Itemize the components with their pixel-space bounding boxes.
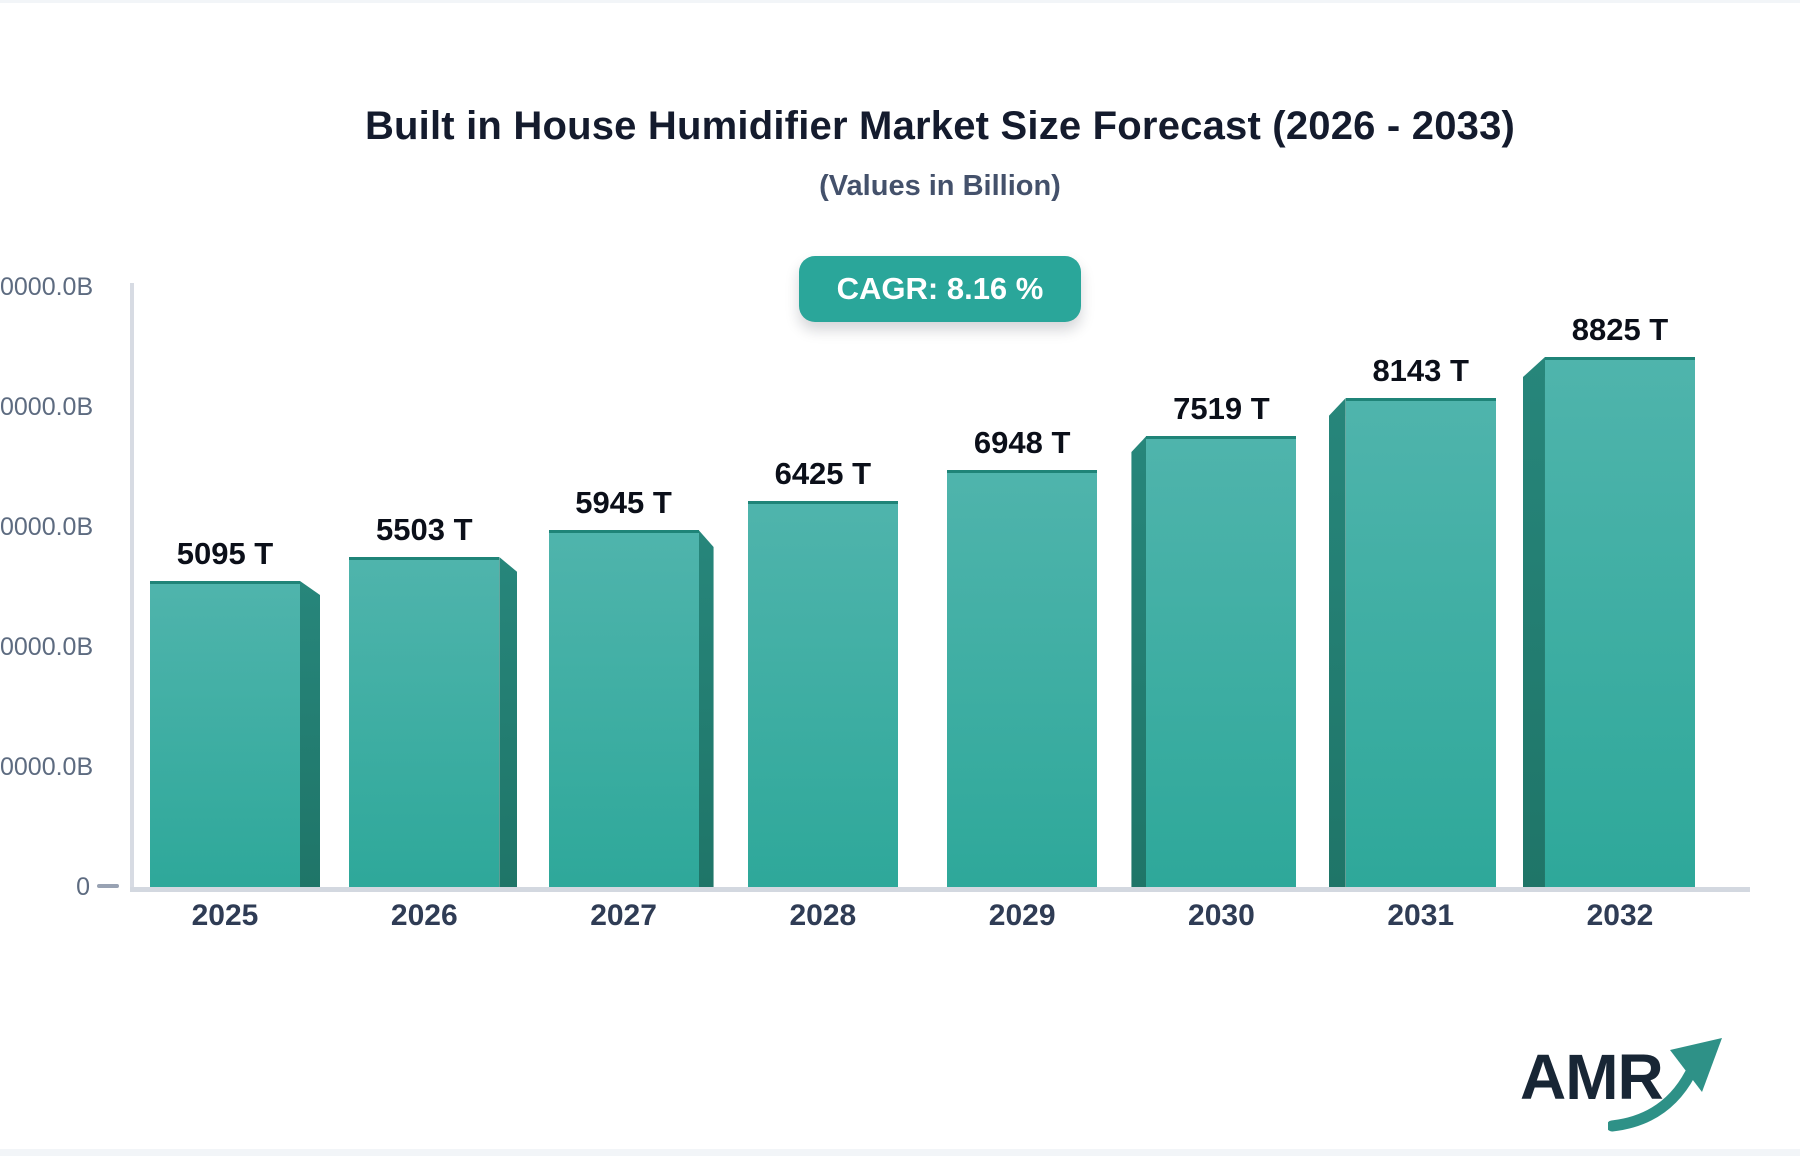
bar-value-label: 7519 T [1173,391,1270,426]
bar [548,530,699,887]
x-axis-line [130,887,1750,892]
y-axis-tick-label: 0000.0B [0,393,94,421]
y-axis-line [130,283,134,887]
bar-3d-side [499,557,518,887]
bar [150,581,300,887]
bar [349,557,500,887]
y-axis-tick-label: 0 [76,873,90,901]
bar [747,501,898,887]
zero-tick-mark [97,884,119,888]
bar [947,470,1098,887]
bar-value-label: 5503 T [376,512,473,547]
top-border-strip [0,0,1800,3]
x-axis-category-label: 2032 [1586,899,1654,932]
y-axis-tick-label: 0000.0B [0,633,94,661]
y-axis-tick-label: 0000.0B [0,753,94,781]
y-axis-tick-label: 0000.0B [0,513,94,541]
bar [1345,398,1496,887]
bottom-border-strip [0,1149,1800,1156]
bar-value-label: 6948 T [973,425,1071,460]
bar [1146,436,1297,887]
chart-subtitle: (Values in Billion) [819,170,1061,202]
amr-logo-arrow-icon [1608,1038,1722,1132]
x-axis-category-label: 2030 [1188,899,1255,932]
x-axis-category-label: 2025 [191,899,259,932]
x-axis-category-label: 2028 [789,899,857,932]
bar-value-label: 6425 T [774,456,872,491]
amr-logo-text: AMR [1520,1041,1664,1113]
bar-3d-side [698,530,714,887]
bar-value-label: 8143 T [1372,353,1469,388]
bar-3d-side [1522,357,1545,887]
chart-title: Built in House Humidifier Market Size Fo… [364,104,1516,148]
bar [1544,357,1695,887]
bar-3d-side [300,581,320,887]
bar-3d-side [1131,436,1147,887]
bar-value-label: 5945 T [575,485,672,520]
bar-value-label: 8825 T [1571,312,1669,347]
x-axis-category-label: 2027 [590,899,657,932]
x-axis-category-label: 2031 [1387,899,1455,932]
x-axis-category-label: 2029 [988,899,1056,932]
amr-logo: AMR [1520,1032,1750,1142]
chart-header: Built in House Humidifier Market Size Fo… [80,102,1800,322]
x-axis-category-label: 2026 [390,899,458,932]
bar-3d-side [1328,398,1346,887]
y-axis-tick-label: 0000.0B [0,273,94,301]
bar-value-label: 5095 T [176,536,274,571]
cagr-badge: CAGR: 8.16 % [798,256,1082,322]
